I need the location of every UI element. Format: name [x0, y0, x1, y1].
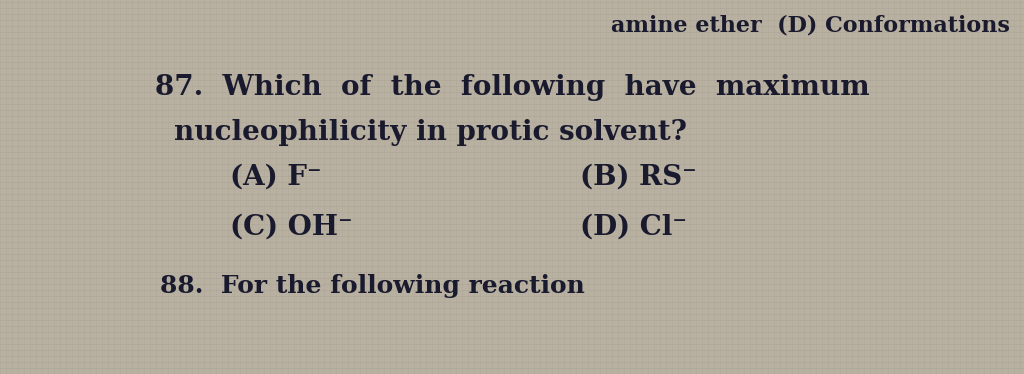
Text: 87.  Which  of  the  following  have  maximum: 87. Which of the following have maximum	[155, 74, 869, 101]
Text: (C) OH⁻: (C) OH⁻	[230, 214, 352, 241]
Text: (B) RS⁻: (B) RS⁻	[580, 164, 696, 191]
Text: (A) F⁻: (A) F⁻	[230, 164, 322, 191]
Text: nucleophilicity in protic solvent?: nucleophilicity in protic solvent?	[173, 119, 686, 146]
Text: amine ether  (D) Conformations: amine ether (D) Conformations	[611, 14, 1010, 36]
Text: (D) Cl⁻: (D) Cl⁻	[580, 214, 687, 241]
Text: 88.  For the following reaction: 88. For the following reaction	[160, 274, 585, 298]
